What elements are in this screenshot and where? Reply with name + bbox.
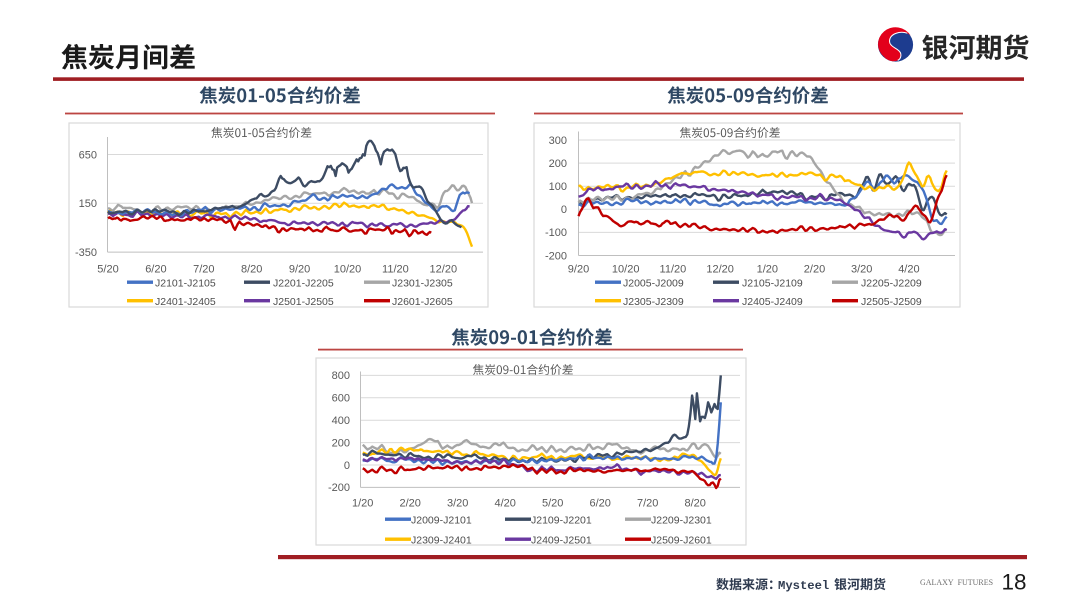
svg-text:600: 600 — [332, 393, 350, 405]
svg-text:J2209-J2301: J2209-J2301 — [651, 515, 712, 527]
svg-text:1/20: 1/20 — [757, 264, 778, 276]
svg-text:300: 300 — [549, 135, 567, 147]
svg-text:J2009-J2101: J2009-J2101 — [411, 515, 472, 527]
svg-text:J2509-J2601: J2509-J2601 — [651, 535, 712, 547]
svg-text:J2409-J2501: J2409-J2501 — [531, 535, 592, 547]
svg-text:J2205-J2209: J2205-J2209 — [861, 278, 922, 290]
svg-text:10/20: 10/20 — [334, 264, 362, 276]
svg-text:100: 100 — [549, 181, 567, 193]
svg-text:J2101-J2105: J2101-J2105 — [155, 278, 216, 290]
svg-text:J2405-J2409: J2405-J2409 — [742, 296, 803, 308]
svg-text:J2501-J2505: J2501-J2505 — [273, 296, 334, 308]
svg-text:0: 0 — [344, 460, 350, 472]
svg-text:7/20: 7/20 — [193, 264, 214, 276]
svg-text:3/20: 3/20 — [851, 264, 872, 276]
svg-text:200: 200 — [549, 158, 567, 170]
svg-text:200: 200 — [332, 437, 350, 449]
svg-text:9/20: 9/20 — [289, 264, 310, 276]
svg-text:-200: -200 — [545, 250, 567, 262]
svg-text:650: 650 — [79, 149, 97, 161]
svg-text:3/20: 3/20 — [447, 498, 468, 510]
svg-text:5/20: 5/20 — [542, 498, 563, 510]
svg-text:4/20: 4/20 — [898, 264, 919, 276]
svg-text:1/20: 1/20 — [352, 498, 373, 510]
svg-text:6/20: 6/20 — [145, 264, 166, 276]
svg-text:J2005-J2009: J2005-J2009 — [623, 278, 684, 290]
svg-text:J2601-J2605: J2601-J2605 — [392, 296, 453, 308]
svg-text:J2105-J2109: J2105-J2109 — [742, 278, 803, 290]
svg-text:Mysteel: Mysteel — [778, 579, 829, 593]
svg-text:J2301-J2305: J2301-J2305 — [392, 278, 453, 290]
svg-text:J2109-J2201: J2109-J2201 — [531, 515, 592, 527]
svg-text:4/20: 4/20 — [494, 498, 515, 510]
svg-text:5/20: 5/20 — [97, 264, 118, 276]
svg-text:J2305-J2309: J2305-J2309 — [623, 296, 684, 308]
svg-text:8/20: 8/20 — [684, 498, 705, 510]
svg-text:-200: -200 — [328, 482, 350, 494]
svg-text:10/20: 10/20 — [612, 264, 640, 276]
svg-text:J2505-J2509: J2505-J2509 — [861, 296, 922, 308]
svg-text:150: 150 — [79, 198, 97, 210]
svg-text:800: 800 — [332, 370, 350, 382]
svg-text:GALAXY FUTURES: GALAXY FUTURES — [920, 577, 993, 587]
svg-text:-350: -350 — [75, 247, 97, 259]
svg-text:J2201-J2205: J2201-J2205 — [273, 278, 334, 290]
svg-text:400: 400 — [332, 415, 350, 427]
svg-text:12/20: 12/20 — [706, 264, 734, 276]
svg-text:12/20: 12/20 — [430, 264, 458, 276]
svg-text:8/20: 8/20 — [241, 264, 262, 276]
svg-text:J2309-J2401: J2309-J2401 — [411, 535, 472, 547]
svg-text:7/20: 7/20 — [637, 498, 658, 510]
svg-text:18: 18 — [1002, 570, 1027, 595]
svg-text:J2401-J2405: J2401-J2405 — [155, 296, 216, 308]
svg-text:9/20: 9/20 — [568, 264, 589, 276]
svg-text:2/20: 2/20 — [399, 498, 420, 510]
svg-text:2/20: 2/20 — [804, 264, 825, 276]
svg-text:11/20: 11/20 — [382, 264, 409, 276]
svg-text:-100: -100 — [545, 227, 567, 239]
svg-text:11/20: 11/20 — [660, 264, 687, 276]
svg-text:6/20: 6/20 — [589, 498, 610, 510]
svg-text:0: 0 — [561, 204, 567, 216]
